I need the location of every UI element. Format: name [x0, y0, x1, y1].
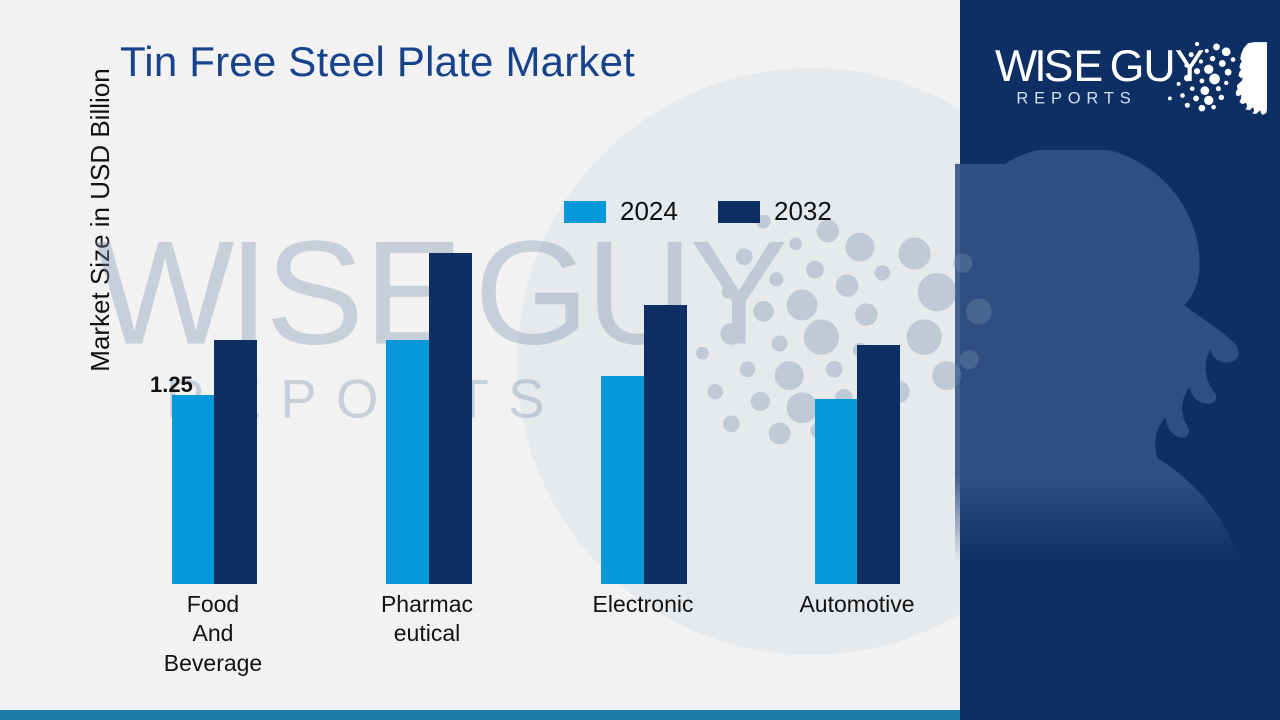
svg-text:GUY: GUY: [474, 215, 785, 376]
svg-text:SE: SE: [1044, 42, 1104, 91]
svg-text:GUY: GUY: [1110, 42, 1204, 91]
svg-text:WI: WI: [995, 42, 1044, 91]
svg-text:REPORTS: REPORTS: [1016, 89, 1136, 107]
